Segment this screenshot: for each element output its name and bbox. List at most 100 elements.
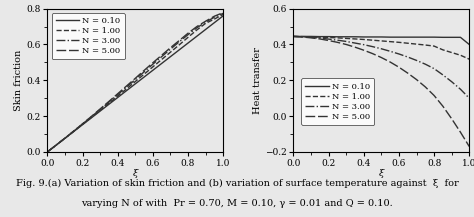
N = 0.10 xyxy=(106,103,112,106)
N = 1.00 xyxy=(387,40,393,43)
N = 1.00 xyxy=(343,37,349,40)
N = 1.00 xyxy=(89,116,94,119)
N = 3.00 xyxy=(326,38,331,40)
N = 5.00 xyxy=(326,39,331,42)
N = 0.10 xyxy=(422,36,428,38)
N = 3.00 xyxy=(291,35,296,38)
N = 1.00 xyxy=(194,29,200,31)
N = 1.00 xyxy=(106,102,112,105)
N = 3.00 xyxy=(300,36,305,38)
N = 0.10 xyxy=(317,35,323,38)
N = 5.00 xyxy=(352,46,358,48)
N = 5.00 xyxy=(431,94,437,97)
N = 5.00 xyxy=(168,46,173,49)
N = 5.00 xyxy=(71,130,77,132)
N = 0.10 xyxy=(387,36,393,38)
N = 1.00 xyxy=(300,35,305,38)
N = 5.00 xyxy=(106,100,112,103)
N = 3.00 xyxy=(115,93,120,96)
N = 3.00 xyxy=(352,42,358,44)
N = 5.00 xyxy=(62,137,68,139)
N = 0.10 xyxy=(414,36,419,38)
N = 1.00 xyxy=(176,44,182,46)
N = 5.00 xyxy=(211,15,217,18)
Y-axis label: Skin friction: Skin friction xyxy=(14,50,23,111)
N = 3.00 xyxy=(132,78,138,81)
N = 5.00 xyxy=(124,85,129,87)
N = 1.00 xyxy=(124,88,129,90)
N = 3.00 xyxy=(203,21,209,23)
N = 1.00 xyxy=(326,36,331,39)
X-axis label: ξ: ξ xyxy=(379,169,384,178)
N = 0.10 xyxy=(220,15,226,17)
Line: N = 0.10: N = 0.10 xyxy=(293,36,469,44)
Line: N = 3.00: N = 3.00 xyxy=(47,13,223,152)
N = 1.00 xyxy=(361,38,367,41)
N = 1.00 xyxy=(132,80,138,83)
N = 5.00 xyxy=(97,108,103,110)
N = 5.00 xyxy=(457,131,463,133)
N = 1.00 xyxy=(396,41,402,44)
N = 1.00 xyxy=(62,137,68,140)
N = 1.00 xyxy=(203,22,209,25)
N = 5.00 xyxy=(89,115,94,118)
N = 5.00 xyxy=(185,32,191,35)
N = 1.00 xyxy=(141,73,147,76)
N = 1.00 xyxy=(45,151,50,153)
N = 1.00 xyxy=(97,109,103,112)
N = 0.10 xyxy=(176,49,182,51)
N = 0.10 xyxy=(124,89,129,92)
N = 3.00 xyxy=(97,108,103,111)
N = 3.00 xyxy=(168,48,173,50)
N = 5.00 xyxy=(176,39,182,42)
N = 5.00 xyxy=(405,72,410,74)
N = 3.00 xyxy=(370,45,375,48)
Legend: N = 0.10, N = 1.00, N = 3.00, N = 5.00: N = 0.10, N = 1.00, N = 3.00, N = 5.00 xyxy=(52,13,125,59)
N = 0.10 xyxy=(211,21,217,24)
N = 1.00 xyxy=(431,45,437,47)
N = 5.00 xyxy=(291,35,296,38)
N = 0.10 xyxy=(141,76,147,78)
N = 5.00 xyxy=(449,117,455,120)
N = 3.00 xyxy=(194,26,200,29)
N = 3.00 xyxy=(440,74,446,76)
N = 0.10 xyxy=(457,36,463,39)
N = 1.00 xyxy=(211,18,217,20)
N = 3.00 xyxy=(405,56,410,58)
N = 5.00 xyxy=(370,52,375,55)
N = 3.00 xyxy=(379,48,384,50)
N = 1.00 xyxy=(308,36,314,38)
N = 1.00 xyxy=(220,13,226,16)
N = 1.00 xyxy=(379,40,384,42)
N = 0.10 xyxy=(291,35,296,38)
N = 5.00 xyxy=(361,49,367,51)
N = 3.00 xyxy=(185,33,191,36)
N = 5.00 xyxy=(440,105,446,108)
N = 1.00 xyxy=(352,38,358,40)
N = 0.10 xyxy=(89,117,94,119)
N = 0.10 xyxy=(194,35,200,38)
N = 1.00 xyxy=(80,123,85,126)
N = 0.10 xyxy=(62,137,68,140)
N = 0.10 xyxy=(45,151,50,153)
N = 0.10 xyxy=(405,36,410,38)
N = 1.00 xyxy=(457,54,463,56)
N = 0.10 xyxy=(361,36,367,38)
N = 5.00 xyxy=(300,36,305,38)
N = 3.00 xyxy=(457,88,463,90)
Line: N = 5.00: N = 5.00 xyxy=(293,36,469,146)
N = 0.10 xyxy=(449,36,455,39)
N = 5.00 xyxy=(150,61,155,64)
N = 0.10 xyxy=(308,35,314,38)
N = 0.10 xyxy=(352,36,358,38)
Y-axis label: Heat transfer: Heat transfer xyxy=(253,47,262,114)
N = 3.00 xyxy=(343,40,349,43)
N = 0.10 xyxy=(370,36,375,38)
N = 3.00 xyxy=(431,67,437,70)
N = 3.00 xyxy=(54,144,59,146)
N = 3.00 xyxy=(335,39,340,41)
N = 1.00 xyxy=(440,49,446,51)
N = 1.00 xyxy=(185,36,191,39)
N = 0.10 xyxy=(300,35,305,38)
N = 3.00 xyxy=(422,63,428,66)
